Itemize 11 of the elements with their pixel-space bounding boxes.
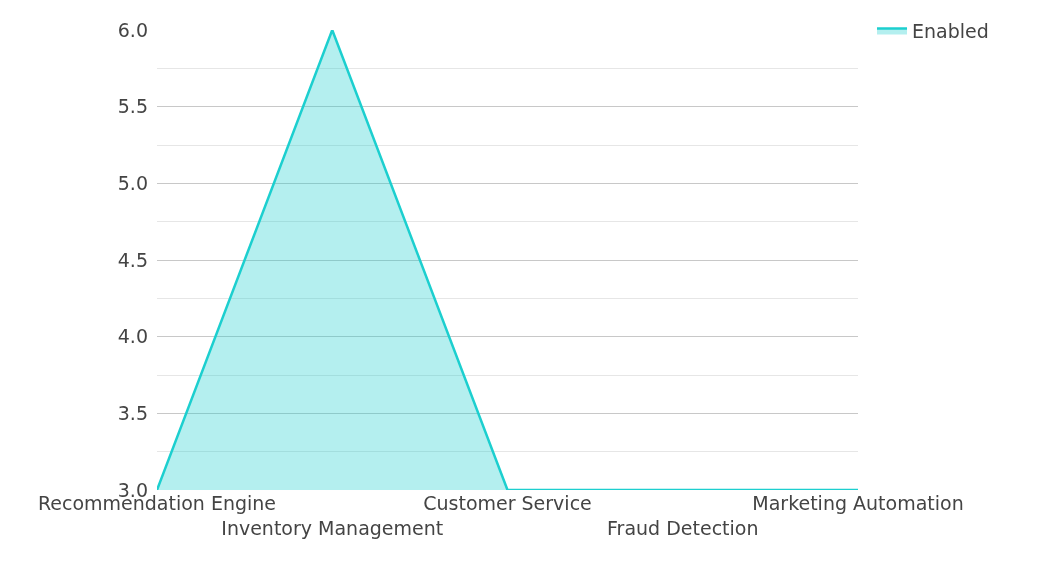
x-tick-label: Marketing Automation <box>752 492 964 514</box>
x-tick-label: Fraud Detection <box>607 516 759 539</box>
y-tick-label: 4.0 <box>117 325 148 348</box>
y-tick-label: 4.5 <box>117 248 148 271</box>
y-tick-label: 6.0 <box>117 18 148 41</box>
y-tick-label: 3.5 <box>117 401 148 424</box>
x-tick-label: Inventory Management <box>221 516 444 539</box>
x-tick-label: Customer Service <box>423 492 592 514</box>
y-tick-label: 5.0 <box>117 171 148 194</box>
y-tick-label: 5.5 <box>117 95 148 118</box>
legend-label: Enabled <box>912 19 989 42</box>
